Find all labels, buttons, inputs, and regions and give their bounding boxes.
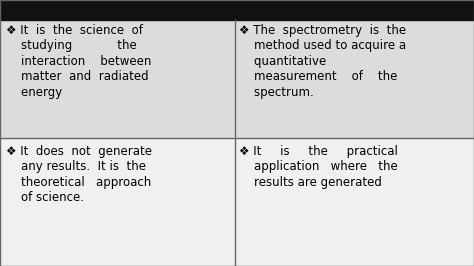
Text: ❖ It  does  not  generate: ❖ It does not generate (6, 145, 152, 158)
Text: ❖ The  spectrometry  is  the: ❖ The spectrometry is the (239, 24, 407, 37)
Text: studying            the: studying the (6, 39, 137, 52)
Bar (0, 20, 235, 138)
Text: spectrum.: spectrum. (239, 86, 314, 99)
Text: theoretical   approach: theoretical approach (6, 176, 151, 189)
Text: measurement    of    the: measurement of the (239, 70, 398, 83)
Text: results are generated: results are generated (239, 176, 382, 189)
Bar (235, 138, 474, 266)
Text: quantitative: quantitative (239, 55, 327, 68)
Text: ❖ It  is  the  science  of: ❖ It is the science of (6, 24, 143, 37)
Text: energy: energy (6, 86, 62, 99)
Text: of science.: of science. (6, 191, 84, 204)
Bar (0, 0, 474, 20)
Text: any results.  It is  the: any results. It is the (6, 160, 146, 173)
Text: ❖ It     is     the     practical: ❖ It is the practical (239, 145, 398, 158)
Bar (0, 138, 235, 266)
Text: matter  and  radiated: matter and radiated (6, 70, 148, 83)
Text: method used to acquire a: method used to acquire a (239, 39, 407, 52)
Text: application   where   the: application where the (239, 160, 398, 173)
Text: interaction    between: interaction between (6, 55, 151, 68)
Bar (235, 20, 474, 138)
